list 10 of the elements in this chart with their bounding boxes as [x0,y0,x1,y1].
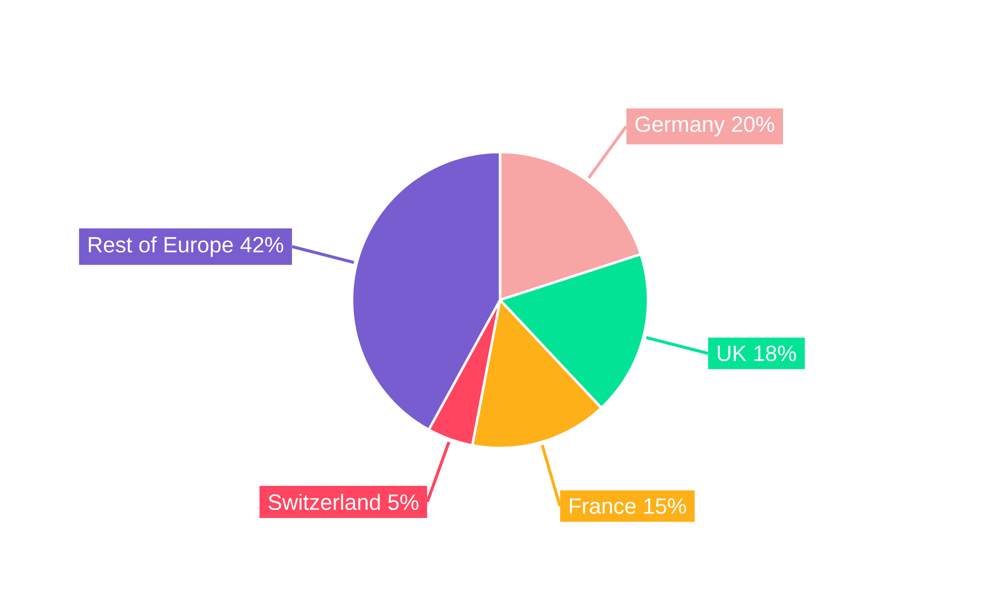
slice-label: France [570,498,636,514]
data-label: 20% [732,116,774,132]
slice-label: Switzerland [268,494,380,510]
data-label: 15% [644,498,686,514]
slice-label: UK [718,346,746,362]
data-label: 18% [754,346,796,362]
data-label: 5% [388,494,418,510]
slice-label: Rest of Europe [88,236,233,257]
data-label: 42% [240,236,284,252]
slice-label: Germany [636,116,725,136]
